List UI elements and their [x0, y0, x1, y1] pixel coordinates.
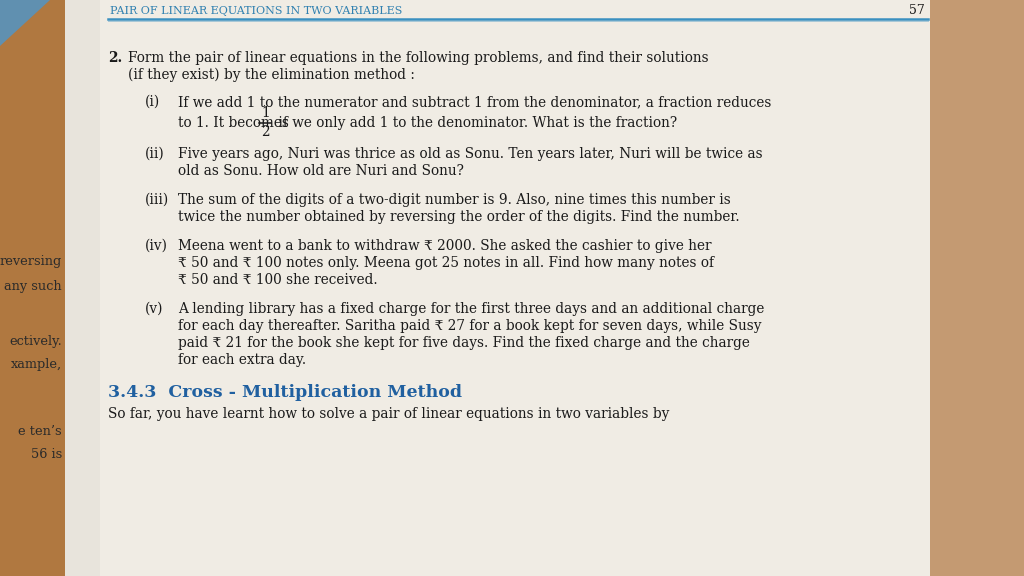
Text: So far, you have learnt how to solve a pair of linear equations in two variables: So far, you have learnt how to solve a p… — [108, 407, 670, 421]
Text: 3.4.3  Cross - Multiplication Method: 3.4.3 Cross - Multiplication Method — [108, 384, 462, 401]
Text: PAIR OF LINEAR EQUATIONS IN TWO VARIABLES: PAIR OF LINEAR EQUATIONS IN TWO VARIABLE… — [110, 6, 402, 16]
Text: e ten’s: e ten’s — [18, 425, 62, 438]
Bar — [100, 0, 930, 576]
Text: 1: 1 — [261, 106, 269, 120]
Text: 2: 2 — [261, 125, 269, 139]
Bar — [0, 0, 65, 576]
Text: ₹ 50 and ₹ 100 she received.: ₹ 50 and ₹ 100 she received. — [178, 273, 378, 287]
Text: Meena went to a bank to withdraw ₹ 2000. She asked the cashier to give her: Meena went to a bank to withdraw ₹ 2000.… — [178, 239, 712, 253]
Text: if we only add 1 to the denominator. What is the fraction?: if we only add 1 to the denominator. Wha… — [274, 116, 678, 130]
Text: old as Sonu. How old are Nuri and Sonu?: old as Sonu. How old are Nuri and Sonu? — [178, 164, 464, 178]
Text: A lending library has a fixed charge for the first three days and an additional : A lending library has a fixed charge for… — [178, 302, 764, 316]
Text: 2.: 2. — [108, 51, 122, 65]
Text: (iv): (iv) — [145, 239, 168, 253]
Text: for each day thereafter. Saritha paid ₹ 27 for a book kept for seven days, while: for each day thereafter. Saritha paid ₹ … — [178, 319, 762, 333]
Text: ectively.: ectively. — [9, 335, 62, 348]
Text: The sum of the digits of a two-digit number is 9. Also, nine times this number i: The sum of the digits of a two-digit num… — [178, 193, 731, 207]
Text: any such: any such — [4, 280, 62, 293]
Text: paid ₹ 21 for the book she kept for five days. Find the fixed charge and the cha: paid ₹ 21 for the book she kept for five… — [178, 336, 750, 350]
Polygon shape — [0, 0, 50, 46]
Text: xample,: xample, — [11, 358, 62, 371]
Text: (if they exist) by the elimination method :: (if they exist) by the elimination metho… — [128, 68, 415, 82]
Text: reversing: reversing — [0, 255, 62, 268]
Bar — [65, 0, 945, 576]
Text: If we add 1 to the numerator and subtract 1 from the denominator, a fraction red: If we add 1 to the numerator and subtrac… — [178, 95, 771, 109]
Text: Form the pair of linear equations in the following problems, and find their solu: Form the pair of linear equations in the… — [128, 51, 709, 65]
Text: ₹ 50 and ₹ 100 notes only. Meena got 25 notes in all. Find how many notes of: ₹ 50 and ₹ 100 notes only. Meena got 25 … — [178, 256, 714, 270]
Text: (v): (v) — [145, 302, 164, 316]
Text: 57: 57 — [909, 5, 925, 17]
Text: Five years ago, Nuri was thrice as old as Sonu. Ten years later, Nuri will be tw: Five years ago, Nuri was thrice as old a… — [178, 147, 763, 161]
Text: twice the number obtained by reversing the order of the digits. Find the number.: twice the number obtained by reversing t… — [178, 210, 739, 224]
Text: to 1. It becomes: to 1. It becomes — [178, 116, 293, 130]
Text: (ii): (ii) — [145, 147, 165, 161]
Text: 56 is: 56 is — [31, 448, 62, 461]
Text: (iii): (iii) — [145, 193, 169, 207]
Text: (i): (i) — [145, 95, 160, 109]
Text: for each extra day.: for each extra day. — [178, 353, 306, 367]
Bar — [930, 0, 1024, 576]
